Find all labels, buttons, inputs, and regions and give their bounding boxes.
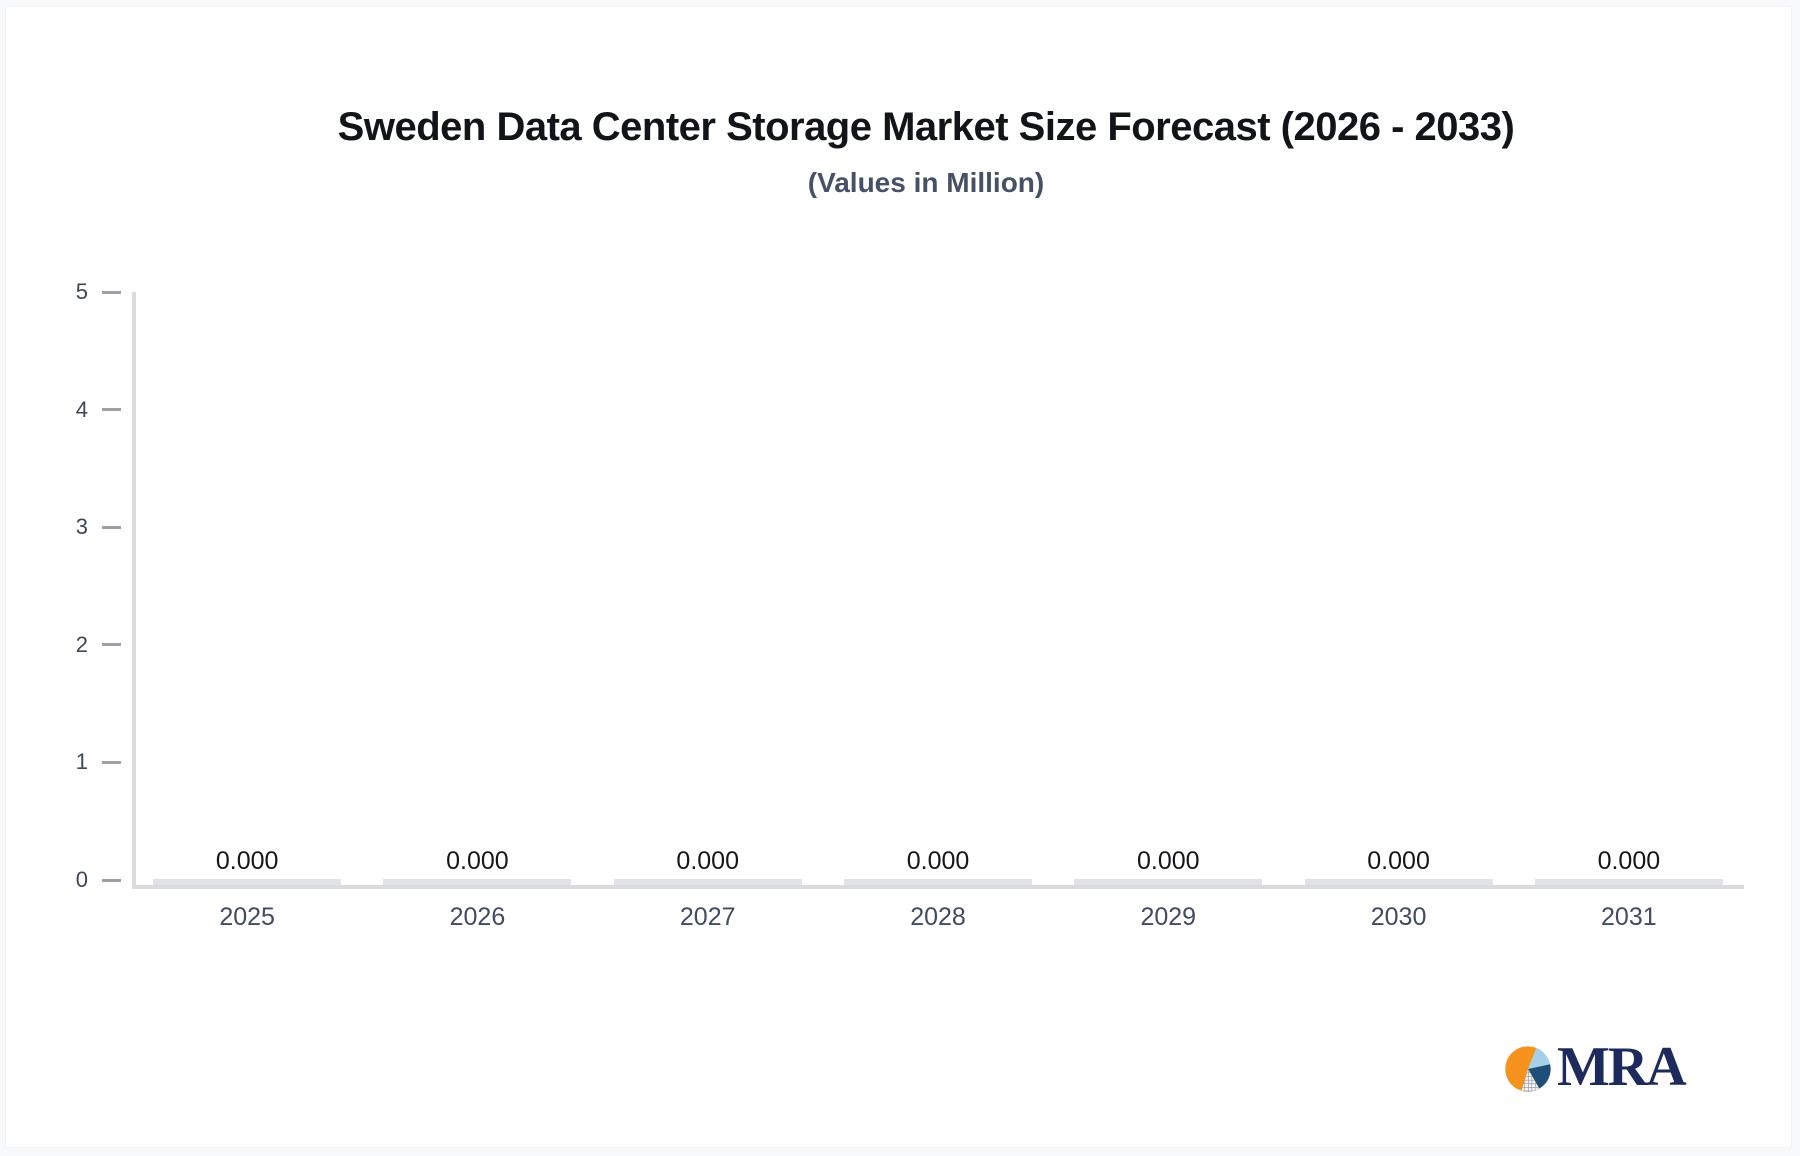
bar-2029[interactable] xyxy=(1074,879,1263,885)
value-label-2026: 0.000 xyxy=(446,847,509,875)
y-axis-tick xyxy=(102,408,121,412)
brand-logo: MRA xyxy=(1504,1036,1687,1099)
x-axis-label-2026: 2026 xyxy=(449,903,506,931)
bar-2027[interactable] xyxy=(613,879,802,885)
bar-2026[interactable] xyxy=(383,879,572,885)
x-axis-label-2030: 2030 xyxy=(1370,903,1427,931)
y-axis-tick-label: 1 xyxy=(75,749,88,775)
x-axis-line xyxy=(132,885,1744,889)
y-axis-line xyxy=(132,292,136,889)
y-axis-tick xyxy=(102,878,121,882)
chart-title: Sweden Data Center Storage Market Size F… xyxy=(337,105,1515,149)
plot-area: 0 1 2 3 4 5 0.000 2025 0.000 2026 0.000 2027 0.000 2… xyxy=(6,7,1791,1147)
x-axis-label-2027: 2027 xyxy=(679,903,736,931)
value-label-2029: 0.000 xyxy=(1137,847,1200,875)
value-label-2025: 0.000 xyxy=(215,847,279,875)
y-axis-tick-label: 0 xyxy=(75,867,88,892)
y-axis-tick-label: 3 xyxy=(75,514,88,540)
value-label-2028: 0.000 xyxy=(906,847,970,875)
y-axis-tick xyxy=(102,643,121,647)
x-axis-label-2029: 2029 xyxy=(1140,903,1197,931)
bar-2031[interactable] xyxy=(1534,879,1723,885)
value-label-2030: 0.000 xyxy=(1367,847,1430,875)
y-axis-tick xyxy=(102,525,121,529)
chart-card: Sweden Data Center Storage Market Size F… xyxy=(5,6,1792,1148)
bar-2028[interactable] xyxy=(844,879,1032,885)
x-axis-label-2025: 2025 xyxy=(219,903,275,931)
y-axis-tick xyxy=(102,760,121,764)
value-label-2031: 0.000 xyxy=(1597,847,1661,875)
logo-text: MRA xyxy=(1557,1036,1687,1098)
bar-2025[interactable] xyxy=(153,879,342,885)
y-axis-tick-label: 2 xyxy=(75,631,88,657)
value-label-2027: 0.000 xyxy=(676,847,739,875)
chart-subtitle: (Values in Million) xyxy=(807,167,1045,198)
y-axis-tick xyxy=(102,290,121,294)
logo-pie-icon xyxy=(1505,1046,1551,1092)
bar-2030[interactable] xyxy=(1304,879,1493,885)
y-axis-tick-label: 5 xyxy=(75,279,88,304)
x-axis-label-2031: 2031 xyxy=(1601,903,1657,931)
x-axis-label-2028: 2028 xyxy=(910,903,966,931)
y-axis-tick-label: 4 xyxy=(75,396,88,422)
